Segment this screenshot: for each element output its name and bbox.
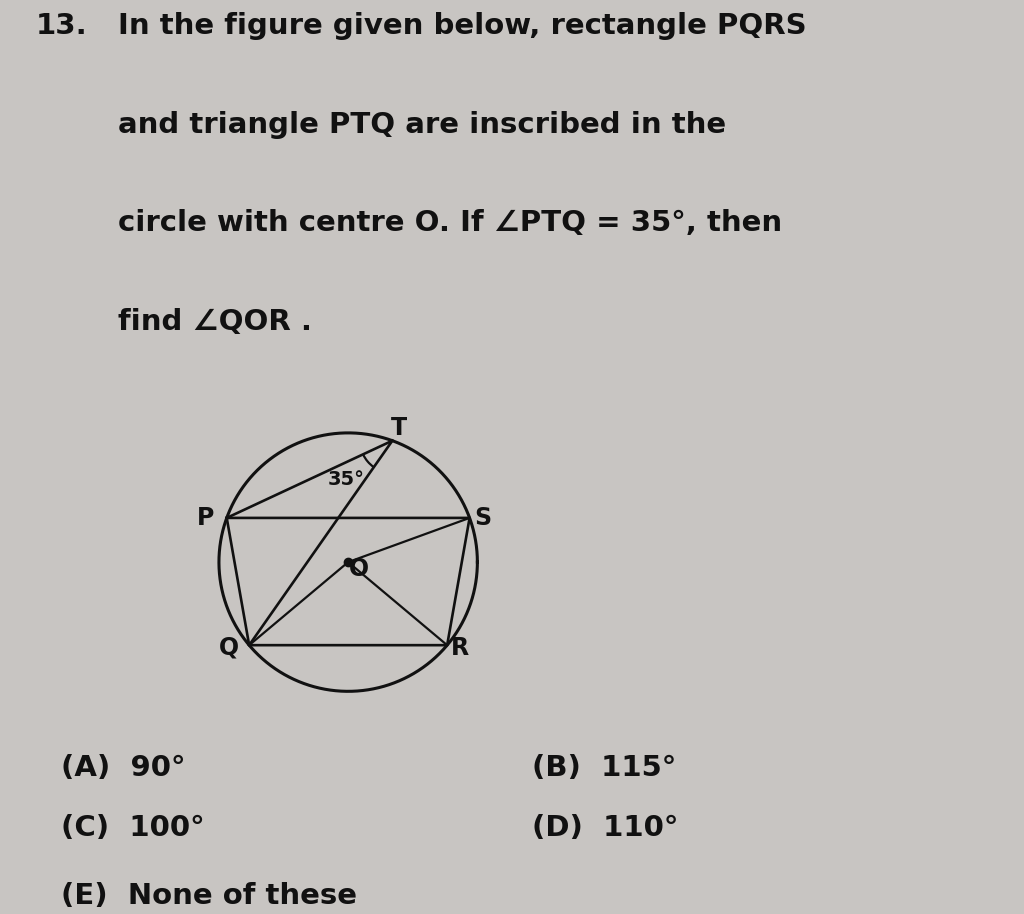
Text: (B)  115°: (B) 115° — [532, 754, 677, 781]
Text: circle with centre O. If ∠PTQ = 35°, then: circle with centre O. If ∠PTQ = 35°, the… — [118, 209, 782, 237]
Text: (A)  90°: (A) 90° — [61, 754, 186, 781]
Text: (E)  None of these: (E) None of these — [61, 882, 357, 910]
Text: find ∠QOR .: find ∠QOR . — [118, 308, 311, 335]
Text: (C)  100°: (C) 100° — [61, 814, 205, 843]
Text: (D)  110°: (D) 110° — [532, 814, 679, 843]
Text: In the figure given below, rectangle PQRS: In the figure given below, rectangle PQR… — [118, 12, 806, 40]
Text: O: O — [348, 557, 369, 580]
Text: Q: Q — [218, 636, 239, 660]
Text: 13.: 13. — [36, 12, 88, 40]
Text: 35°: 35° — [328, 470, 365, 489]
Text: R: R — [451, 636, 469, 660]
Text: and triangle PTQ are inscribed in the: and triangle PTQ are inscribed in the — [118, 111, 726, 139]
Text: T: T — [391, 416, 407, 440]
Text: P: P — [198, 506, 215, 530]
Text: S: S — [474, 506, 492, 530]
